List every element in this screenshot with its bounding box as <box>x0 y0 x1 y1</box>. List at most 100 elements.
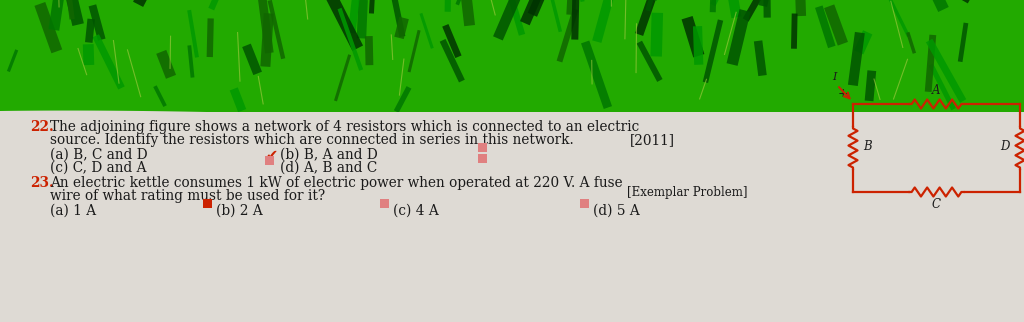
Polygon shape <box>456 0 470 5</box>
Polygon shape <box>929 63 955 110</box>
Polygon shape <box>527 0 554 17</box>
Polygon shape <box>48 0 65 31</box>
Polygon shape <box>505 0 525 36</box>
Polygon shape <box>573 0 585 2</box>
Polygon shape <box>754 40 767 76</box>
Text: (c) C, D and A: (c) C, D and A <box>50 161 146 175</box>
Text: wire of what rating must be used for it?: wire of what rating must be used for it? <box>50 189 326 203</box>
Polygon shape <box>369 0 376 14</box>
Polygon shape <box>571 0 580 40</box>
Text: [Exemplar Problem]: [Exemplar Problem] <box>627 186 748 199</box>
Text: (c) 4 A: (c) 4 A <box>393 204 438 218</box>
Polygon shape <box>645 0 665 12</box>
Polygon shape <box>62 0 84 26</box>
Text: I: I <box>831 72 837 82</box>
Polygon shape <box>394 17 409 39</box>
Polygon shape <box>207 18 214 57</box>
Polygon shape <box>154 85 167 107</box>
Polygon shape <box>815 5 836 48</box>
Polygon shape <box>637 41 663 82</box>
Polygon shape <box>759 0 778 7</box>
Bar <box>380 199 389 208</box>
Polygon shape <box>444 0 452 12</box>
Polygon shape <box>133 0 165 7</box>
Polygon shape <box>187 45 195 78</box>
Polygon shape <box>958 0 983 4</box>
Text: An electric kettle consumes 1 kW of electric power when operated at 220 V. A fus: An electric kettle consumes 1 kW of elec… <box>50 176 623 190</box>
Polygon shape <box>727 9 751 66</box>
Bar <box>0 0 1024 112</box>
Polygon shape <box>267 0 286 59</box>
Polygon shape <box>926 39 967 103</box>
Text: ✔: ✔ <box>265 148 278 163</box>
Polygon shape <box>442 24 462 58</box>
Polygon shape <box>711 0 740 6</box>
Polygon shape <box>906 32 916 54</box>
Bar <box>265 156 274 165</box>
Polygon shape <box>338 8 364 71</box>
Polygon shape <box>742 0 777 22</box>
Polygon shape <box>848 32 865 86</box>
Polygon shape <box>957 23 969 62</box>
Text: +: + <box>838 87 848 100</box>
Polygon shape <box>557 8 579 62</box>
Polygon shape <box>260 13 273 67</box>
Text: C: C <box>932 198 941 211</box>
Text: (b) B, A and D: (b) B, A and D <box>280 148 378 162</box>
Text: A: A <box>932 84 941 97</box>
Polygon shape <box>229 87 246 112</box>
Text: The adjoining figure shows a network of 4 resistors which is connected to an ele: The adjoining figure shows a network of … <box>50 120 639 134</box>
Bar <box>0 112 1024 322</box>
Polygon shape <box>92 34 125 90</box>
Polygon shape <box>702 19 723 83</box>
Polygon shape <box>89 4 105 41</box>
Polygon shape <box>394 86 412 113</box>
Bar <box>478 143 487 152</box>
Text: source. Identify the resistors which are connected in series in this network.: source. Identify the resistors which are… <box>50 133 573 147</box>
Bar <box>580 199 589 208</box>
Polygon shape <box>791 14 798 49</box>
Polygon shape <box>925 35 936 92</box>
Polygon shape <box>408 30 421 72</box>
Text: (a) B, C and D: (a) B, C and D <box>50 148 147 162</box>
Polygon shape <box>334 54 351 101</box>
Polygon shape <box>494 0 525 41</box>
Text: (d) A, B and C: (d) A, B and C <box>280 161 377 175</box>
Polygon shape <box>796 0 806 16</box>
Polygon shape <box>881 0 910 37</box>
Polygon shape <box>365 36 374 65</box>
Text: 22.: 22. <box>30 120 53 134</box>
Polygon shape <box>909 0 949 12</box>
Polygon shape <box>83 44 94 65</box>
Polygon shape <box>592 0 616 43</box>
Polygon shape <box>187 10 199 58</box>
Polygon shape <box>420 13 434 49</box>
Polygon shape <box>763 0 771 18</box>
Polygon shape <box>356 0 368 39</box>
Polygon shape <box>682 16 705 58</box>
Polygon shape <box>208 0 239 10</box>
Polygon shape <box>388 0 406 37</box>
Polygon shape <box>157 50 176 79</box>
Polygon shape <box>520 0 552 25</box>
Polygon shape <box>348 0 360 33</box>
Polygon shape <box>7 49 18 72</box>
Polygon shape <box>256 0 273 53</box>
Polygon shape <box>85 19 95 43</box>
Polygon shape <box>548 0 562 32</box>
Polygon shape <box>727 0 741 18</box>
Polygon shape <box>581 41 612 109</box>
Text: (a) 1 A: (a) 1 A <box>50 204 96 218</box>
Polygon shape <box>439 39 465 82</box>
Polygon shape <box>325 0 364 51</box>
Polygon shape <box>35 2 62 53</box>
Text: 23.: 23. <box>30 176 53 190</box>
Polygon shape <box>635 0 656 36</box>
Polygon shape <box>864 70 877 101</box>
Text: (d) 5 A: (d) 5 A <box>593 204 640 218</box>
Polygon shape <box>824 5 848 46</box>
Polygon shape <box>0 110 1024 322</box>
Polygon shape <box>693 26 703 65</box>
Bar <box>478 154 487 163</box>
Text: B: B <box>863 139 871 153</box>
